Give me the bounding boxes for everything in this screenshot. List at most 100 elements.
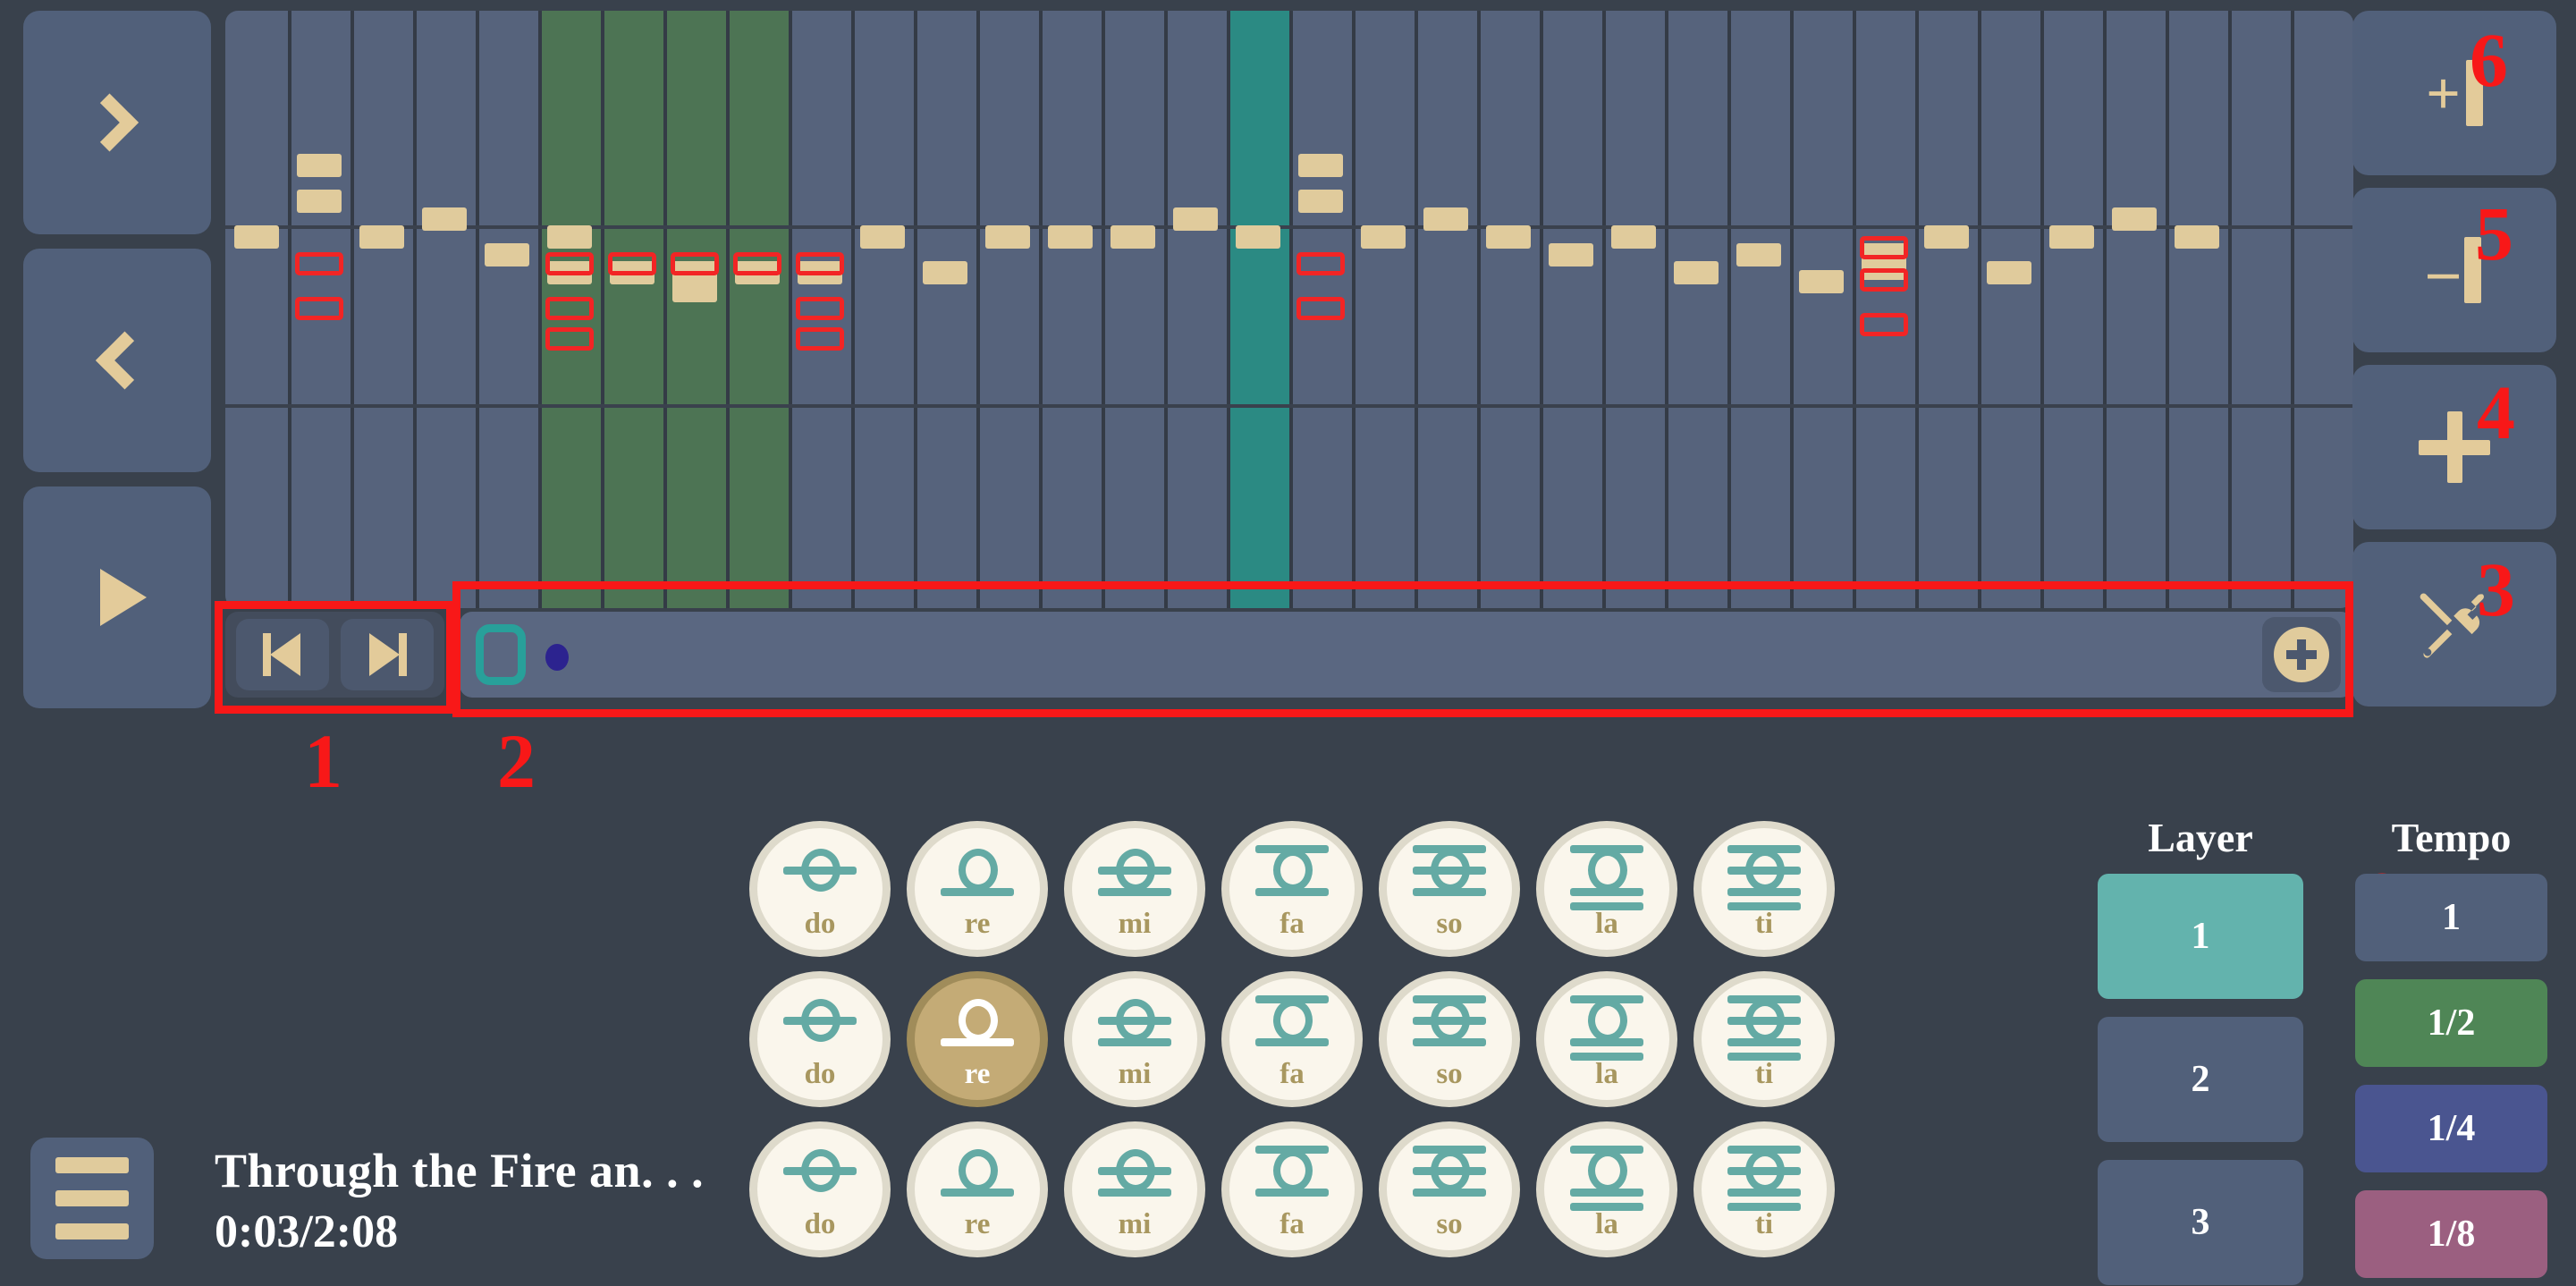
note-block[interactable] [297, 154, 342, 177]
tempo-item-1-2[interactable]: 1/2 [2355, 979, 2547, 1067]
ghost-note-block[interactable] [1296, 297, 1345, 320]
note-block[interactable] [1298, 190, 1343, 213]
scroll-right-button[interactable] [23, 11, 211, 234]
note-block[interactable] [1048, 225, 1093, 249]
note-block[interactable] [1361, 225, 1406, 249]
ghost-note-block[interactable] [733, 252, 781, 275]
grid-vline [1415, 11, 1418, 608]
ghost-note-block[interactable] [1860, 268, 1908, 292]
note-block[interactable] [422, 207, 467, 231]
ghost-note-block[interactable] [1860, 313, 1908, 336]
annotation-label-6: 6 [2470, 17, 2508, 103]
note-block[interactable] [1298, 154, 1343, 177]
add-note-button[interactable] [2352, 365, 2556, 529]
note-block[interactable] [1423, 207, 1468, 231]
note-block[interactable] [1173, 207, 1218, 231]
ghost-note-block[interactable] [295, 252, 343, 275]
note-block[interactable] [234, 225, 279, 249]
tempo-item-1-8[interactable]: 1/8 [2355, 1190, 2547, 1278]
note-block[interactable] [985, 225, 1030, 249]
position-dot-icon[interactable] [545, 644, 569, 671]
song-info: Through the Fire an. . . 0:03/2:08 [215, 1143, 704, 1258]
ghost-note-block[interactable] [1296, 252, 1345, 275]
note-block[interactable] [2112, 207, 2157, 231]
note-key-mi[interactable]: mi [1064, 971, 1205, 1107]
note-block[interactable] [1924, 225, 1969, 249]
ghost-note-block[interactable] [545, 297, 594, 320]
layer-item-3[interactable]: 3 [2098, 1160, 2303, 1285]
raise-octave-button[interactable]: + [2352, 11, 2556, 175]
solfege-do-icon [783, 1144, 857, 1199]
note-block[interactable] [1987, 261, 2031, 284]
loop-marker-icon[interactable] [476, 624, 526, 685]
note-key-la[interactable]: la [1536, 1121, 1677, 1257]
lower-octave-button[interactable]: – [2352, 188, 2556, 352]
settings-button[interactable] [2352, 542, 2556, 706]
ghost-note-block[interactable] [1860, 236, 1908, 259]
ghost-note-block[interactable] [545, 252, 594, 275]
note-key-do[interactable]: do [749, 971, 891, 1107]
note-key-fa[interactable]: fa [1221, 1121, 1363, 1257]
note-block[interactable] [1799, 270, 1844, 293]
note-key-re[interactable]: re [907, 1121, 1048, 1257]
annotation-label-2: 2 [497, 718, 536, 804]
note-key-ti[interactable]: ti [1693, 1121, 1835, 1257]
note-block[interactable] [1549, 243, 1593, 267]
ghost-note-block[interactable] [796, 327, 844, 351]
note-key-fa[interactable]: fa [1221, 971, 1363, 1107]
note-key-fa[interactable]: fa [1221, 821, 1363, 957]
playback-time: 0:03/2:08 [215, 1206, 399, 1257]
note-key-mi[interactable]: mi [1064, 1121, 1205, 1257]
layer-item-2[interactable]: 2 [2098, 1017, 2303, 1142]
note-key-do[interactable]: do [749, 1121, 891, 1257]
note-key-ti[interactable]: ti [1693, 821, 1835, 957]
ghost-note-block[interactable] [796, 297, 844, 320]
note-key-so[interactable]: so [1379, 821, 1520, 957]
tempo-item-1-4[interactable]: 1/4 [2355, 1085, 2547, 1172]
grid-vline [2166, 11, 2169, 608]
note-block[interactable] [1736, 243, 1781, 267]
tempo-item-1[interactable]: 1 [2355, 874, 2547, 961]
layer-item-1[interactable]: 1 [2098, 874, 2303, 999]
note-block[interactable] [2175, 225, 2219, 249]
ghost-note-block[interactable] [796, 252, 844, 275]
note-block[interactable] [2049, 225, 2094, 249]
note-key-label: la [1595, 1208, 1618, 1240]
note-block[interactable] [1611, 225, 1656, 249]
note-key-ti[interactable]: ti [1693, 971, 1835, 1107]
note-block[interactable] [485, 243, 529, 267]
keypad-row: do re mi fa so la ti [749, 1121, 1835, 1257]
ghost-note-block[interactable] [608, 252, 656, 275]
ghost-note-block[interactable] [545, 327, 594, 351]
note-key-mi[interactable]: mi [1064, 821, 1205, 957]
note-key-re[interactable]: re [907, 821, 1048, 957]
prev-track-button[interactable] [236, 619, 330, 690]
note-block[interactable] [672, 279, 717, 302]
note-block[interactable] [923, 261, 967, 284]
play-button[interactable] [23, 486, 211, 708]
note-block[interactable] [860, 225, 905, 249]
next-track-button[interactable] [340, 619, 434, 690]
note-block[interactable] [547, 225, 592, 249]
note-block[interactable] [1236, 225, 1280, 249]
note-block[interactable] [359, 225, 404, 249]
note-key-do[interactable]: do [749, 821, 891, 957]
ghost-note-block[interactable] [295, 297, 343, 320]
add-measure-button[interactable] [2262, 617, 2341, 692]
note-key-re[interactable]: re [907, 971, 1048, 1107]
note-key-so[interactable]: so [1379, 1121, 1520, 1257]
piano-roll-grid[interactable] [225, 11, 2353, 608]
note-block[interactable] [1674, 261, 1719, 284]
ghost-note-block[interactable] [671, 252, 719, 275]
note-block[interactable] [297, 190, 342, 213]
timeline-scrollbar[interactable] [460, 612, 2353, 698]
note-block[interactable] [1111, 225, 1155, 249]
solfege-la-icon [1570, 994, 1643, 1061]
plus-icon [2419, 411, 2490, 483]
note-key-la[interactable]: la [1536, 971, 1677, 1107]
note-key-la[interactable]: la [1536, 821, 1677, 957]
menu-button[interactable] [30, 1138, 154, 1259]
note-key-so[interactable]: so [1379, 971, 1520, 1107]
scroll-left-button[interactable] [23, 249, 211, 472]
note-block[interactable] [1486, 225, 1531, 249]
